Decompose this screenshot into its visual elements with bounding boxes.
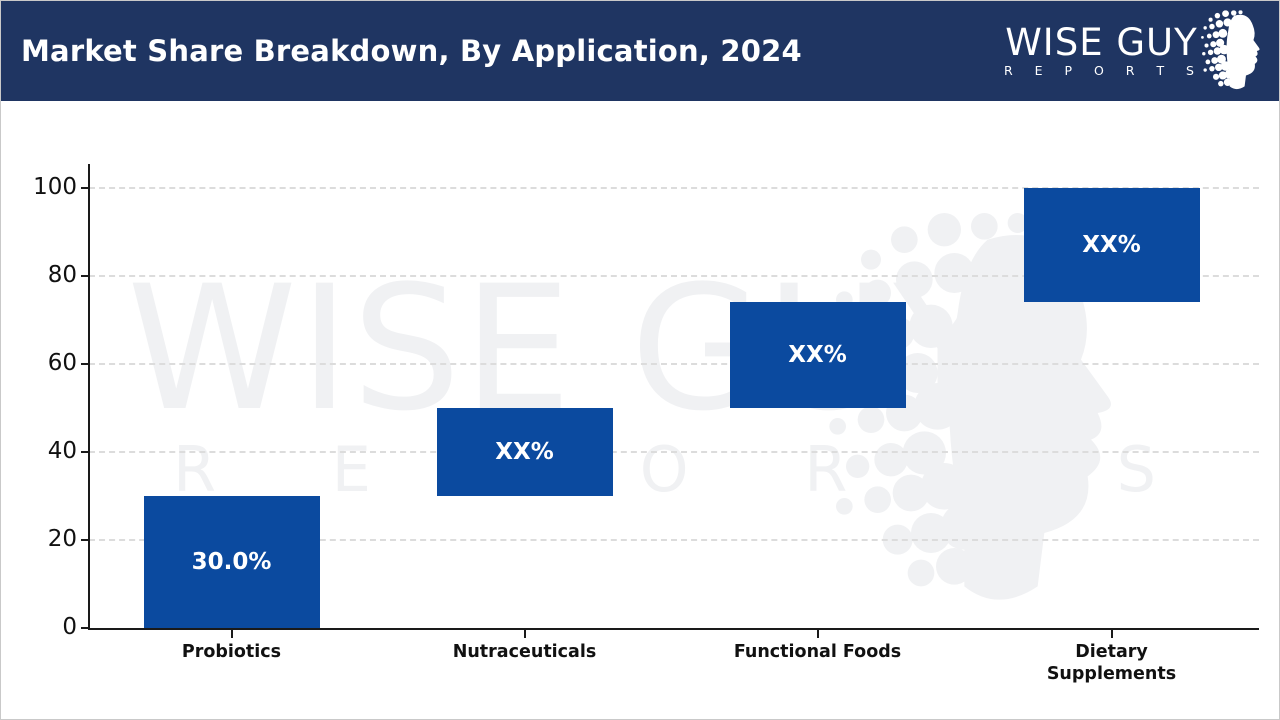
y-tick-mark	[81, 275, 89, 277]
category-label: Nutraceuticals	[452, 642, 597, 662]
category-label: Probiotics	[181, 642, 282, 662]
y-tick-label: 0	[62, 614, 77, 640]
bar-value-label: XX%	[788, 342, 847, 369]
y-tick-label: 20	[47, 526, 77, 552]
x-tick-mark	[523, 630, 526, 638]
y-gridline	[89, 539, 1259, 541]
y-tick-mark	[81, 363, 89, 365]
y-gridline	[89, 187, 1259, 189]
page-title: Market Share Breakdown, By Application, …	[21, 34, 802, 68]
y-tick-mark	[81, 187, 89, 189]
wiseguy-logo-line1: WISE GUY	[1005, 21, 1198, 65]
wiseguy-logo-line2: R E P O R T S	[1003, 63, 1203, 79]
chart-plot-area: 0 20 40 60 80 100 30.0% Probiotics XX% Nutraceuti…	[1, 101, 1279, 719]
y-axis-line	[88, 164, 90, 630]
y-gridline	[89, 363, 1259, 365]
y-gridline	[89, 275, 1259, 277]
category-label: Functional Foods	[733, 642, 902, 662]
y-tick-label: 100	[33, 174, 77, 200]
header-bar: Market Share Breakdown, By Application, …	[1, 1, 1279, 101]
y-tick-mark	[81, 539, 89, 541]
x-tick-mark	[816, 630, 819, 638]
bar-value-label: 30.0%	[191, 549, 272, 575]
x-tick-mark	[1110, 630, 1113, 638]
wiseguy-logo: WISE GUY R E P O R T S	[1000, 10, 1265, 92]
y-tick-label: 60	[47, 350, 77, 376]
x-axis-line	[88, 628, 1259, 630]
bar-segment	[143, 496, 320, 628]
y-tick-mark	[81, 451, 89, 453]
y-tick-label: 80	[47, 262, 77, 288]
bar-value-label: XX%	[495, 439, 554, 465]
wiseguy-head-icon	[1197, 10, 1265, 92]
category-label: Dietary Supplements	[1046, 642, 1177, 684]
bar-segment	[436, 408, 613, 496]
bar-value-label: XX%	[1082, 232, 1141, 259]
y-gridline	[89, 451, 1259, 453]
x-tick-mark	[230, 630, 233, 638]
wiseguy-logo-text: WISE GUY R E P O R T S	[1000, 24, 1203, 78]
y-tick-mark	[81, 627, 89, 629]
y-tick-label: 40	[47, 438, 77, 464]
